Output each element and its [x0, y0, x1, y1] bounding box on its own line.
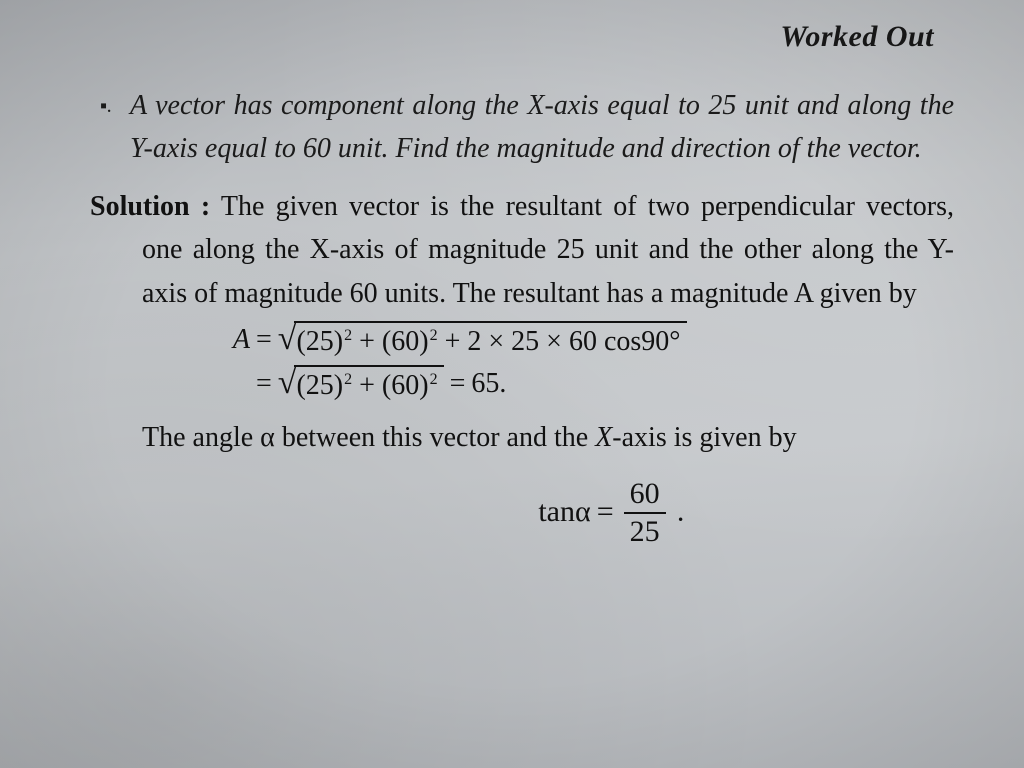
period: . — [499, 367, 506, 401]
sq: 2 — [344, 327, 352, 344]
tan-var: α — [575, 489, 591, 536]
equals-sign: = — [256, 367, 272, 401]
problem-statement: ▪.A vector has component along the X-axi… — [90, 84, 954, 171]
eq1-lhs: A — [210, 323, 250, 357]
eq2-a: 25 — [306, 370, 334, 401]
bullet-icon: ▪. — [100, 91, 130, 122]
header-title: Worked Out — [780, 20, 934, 53]
eq2-b: 60 — [391, 370, 419, 401]
textbook-page: Worked Out ▪.A vector has component alon… — [0, 0, 1024, 768]
sqrt-1: √ (25)2 + (60)2 + 2 × 25 × 60 cos90° — [278, 321, 687, 359]
section-header: Worked Out — [90, 20, 954, 54]
tan-den: 25 — [624, 514, 666, 550]
sq: 2 — [344, 371, 352, 388]
radical-icon: √ — [278, 325, 297, 353]
equals-sign: = — [450, 367, 466, 401]
tan-fn: tan — [538, 489, 575, 536]
radicand-1: (25)2 + (60)2 + 2 × 25 × 60 cos90° — [294, 321, 686, 359]
problem-text: A vector has component along the X-axis … — [130, 90, 954, 164]
solution-intro: Solution : The given vector is the resul… — [130, 185, 954, 315]
sqrt-2: √ (25)2 + (60)2 — [278, 365, 444, 403]
angle-text: The angle α between this vector and the … — [130, 416, 954, 459]
angle-mid: between this vector and the — [275, 422, 595, 453]
equals-sign: = — [597, 489, 614, 536]
tan-equation: tanα = 60 25 · — [130, 476, 954, 550]
equation-block: A = √ (25)2 + (60)2 + 2 × 25 × 60 cos90°… — [130, 321, 954, 402]
equals-sign: = — [256, 323, 272, 357]
equation-line-2: = √ (25)2 + (60)2 = 65. — [210, 365, 954, 403]
radicand-2: (25)2 + (60)2 — [294, 365, 443, 403]
solution-intro-text: The given vector is the resultant of two… — [142, 191, 954, 309]
equation-line-1: A = √ (25)2 + (60)2 + 2 × 25 × 60 cos90° — [210, 321, 954, 359]
eq1-b: 60 — [391, 326, 419, 357]
radical-icon: √ — [278, 369, 297, 397]
angle-axis: X — [595, 422, 612, 453]
eq2-result: 65 — [471, 367, 499, 401]
sq: 2 — [430, 327, 438, 344]
angle-var: α — [260, 422, 275, 453]
fraction: 60 25 — [624, 476, 666, 550]
eq1-cross-b: 60 — [569, 326, 597, 357]
angle-pre: The angle — [142, 422, 260, 453]
sq: 2 — [430, 371, 438, 388]
solution-lead: Solution : — [90, 191, 210, 222]
tan-num: 60 — [624, 476, 666, 514]
solution-block: Solution : The given vector is the resul… — [90, 185, 954, 550]
eq1-cross-a: 25 — [511, 326, 539, 357]
period: · — [676, 497, 686, 550]
eq1-angle: 90° — [641, 326, 680, 357]
eq1-a: 25 — [306, 326, 334, 357]
angle-post: -axis is given by — [612, 422, 796, 453]
